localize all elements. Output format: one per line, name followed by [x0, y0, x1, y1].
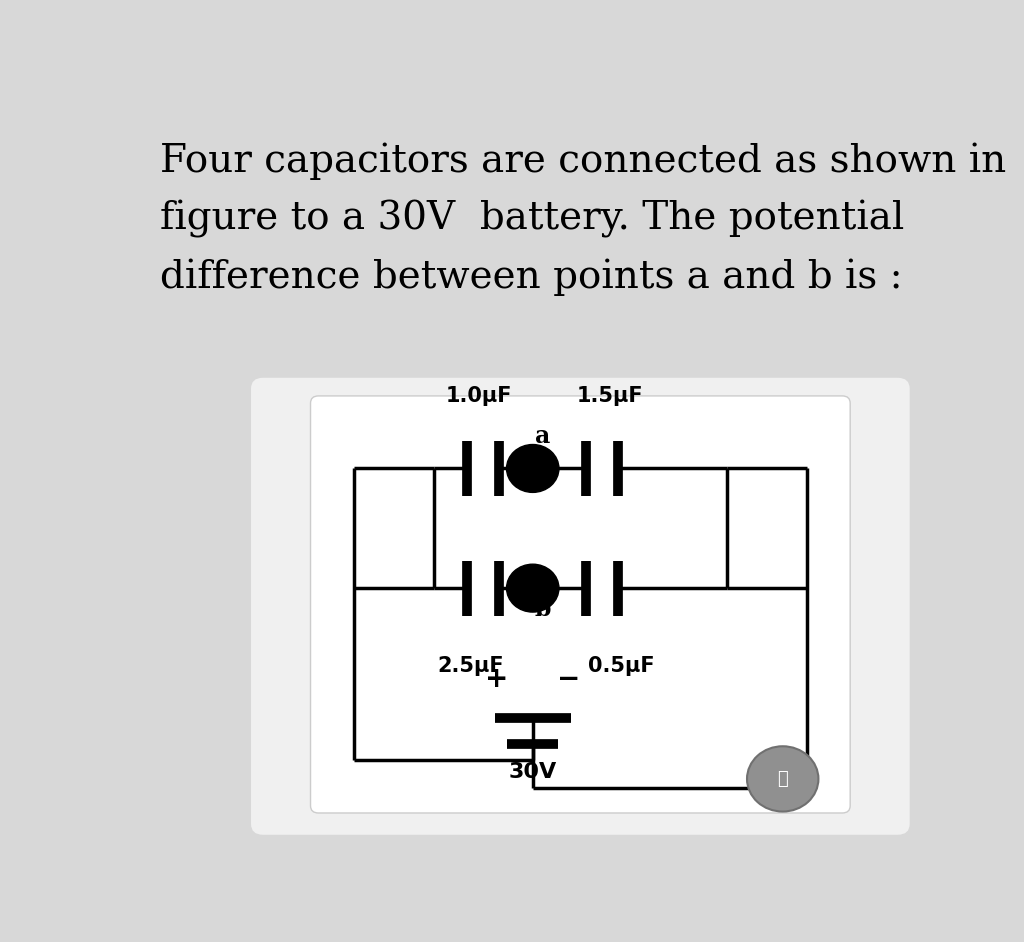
Text: +: +	[485, 665, 509, 692]
Text: 30V: 30V	[509, 762, 557, 782]
Text: Four capacitors are connected as shown in: Four capacitors are connected as shown i…	[160, 142, 1006, 180]
Text: difference between points a and b is :: difference between points a and b is :	[160, 258, 902, 296]
Text: ⛶: ⛶	[777, 770, 788, 788]
Circle shape	[507, 445, 559, 493]
Text: 0.5μF: 0.5μF	[589, 656, 655, 675]
Text: a: a	[535, 424, 550, 448]
Text: 1.0μF: 1.0μF	[445, 386, 512, 406]
Text: b: b	[534, 597, 551, 621]
Circle shape	[507, 564, 559, 612]
Text: −: −	[557, 665, 580, 692]
FancyBboxPatch shape	[251, 378, 909, 835]
Text: 2.5μF: 2.5μF	[437, 656, 504, 675]
FancyBboxPatch shape	[310, 396, 850, 813]
Text: 1.5μF: 1.5μF	[577, 386, 643, 406]
Text: figure to a 30V  battery. The potential: figure to a 30V battery. The potential	[160, 200, 904, 238]
Circle shape	[748, 746, 818, 812]
